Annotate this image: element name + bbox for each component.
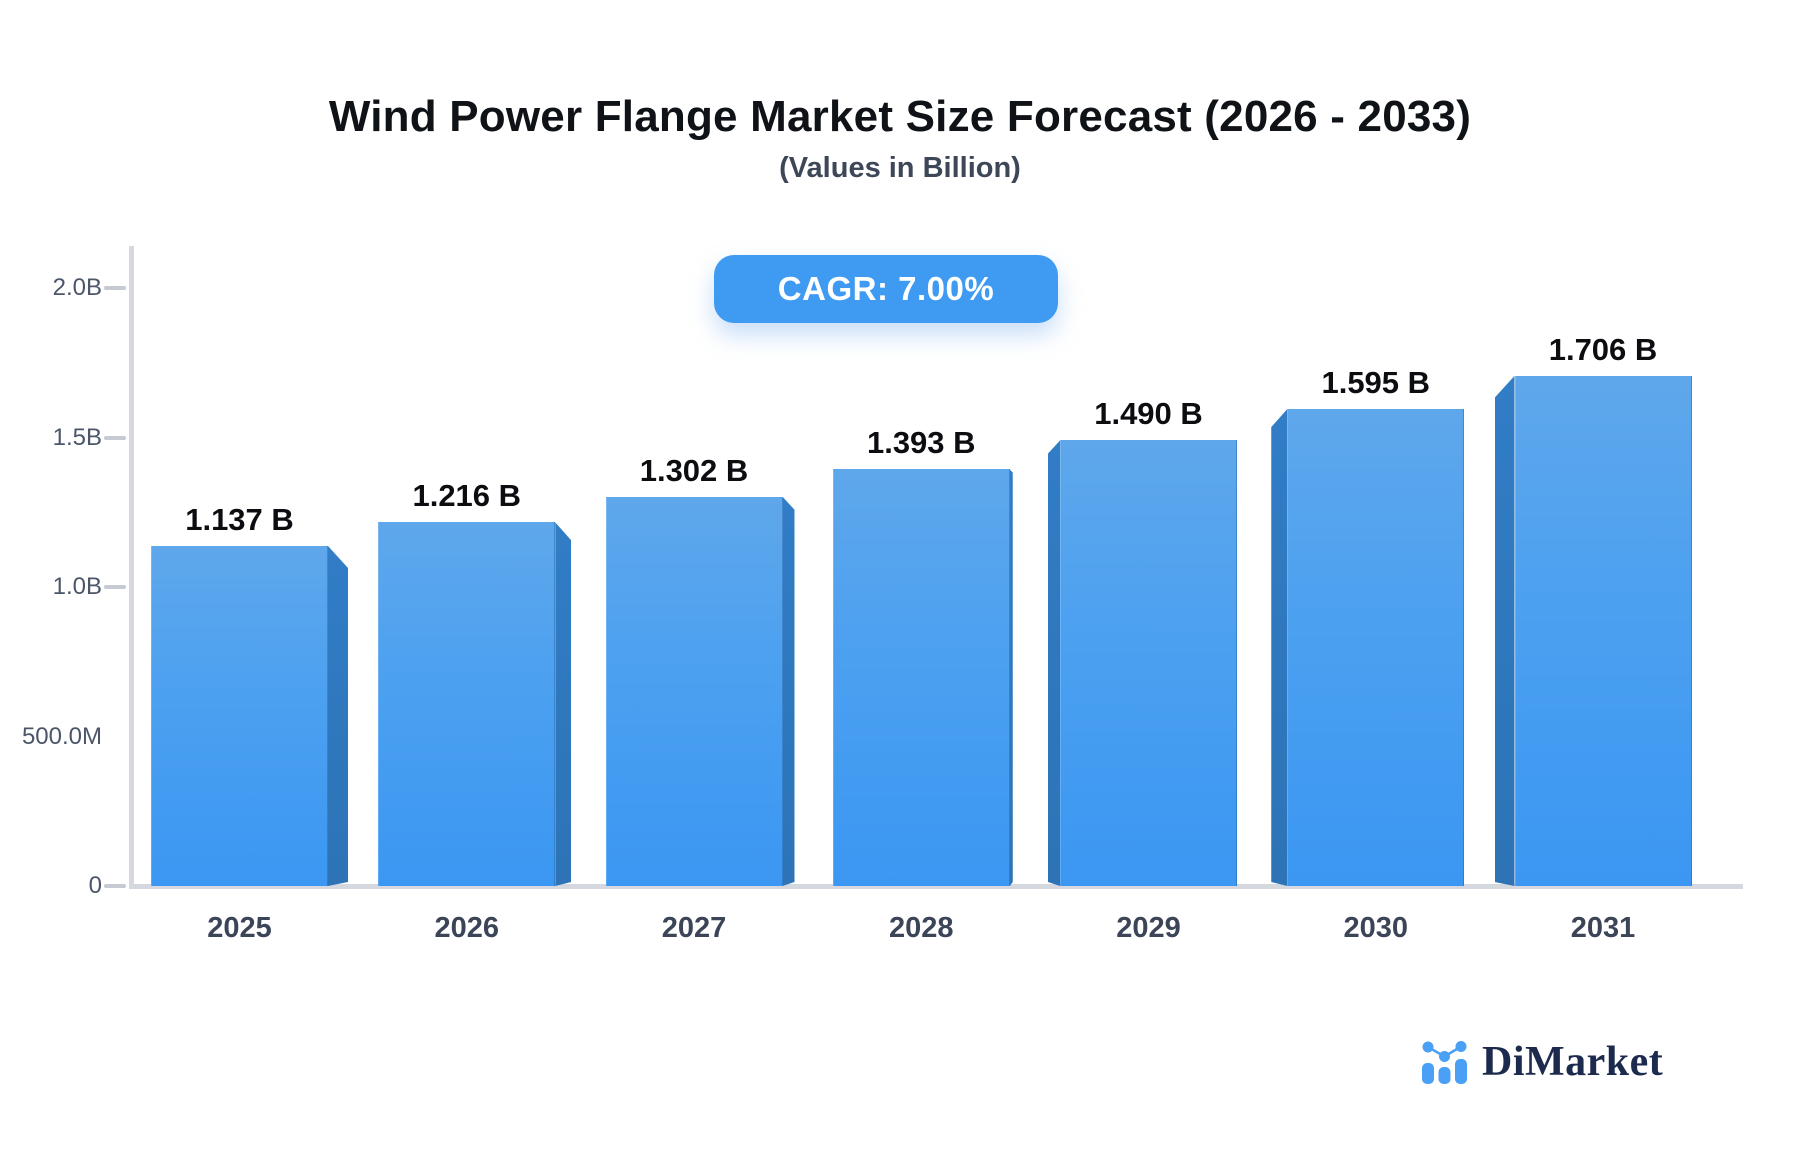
y-tick-dash: [104, 435, 126, 440]
bar-3d-side: [1495, 376, 1515, 886]
x-axis-label: 2029: [1116, 912, 1181, 944]
y-tick-dash: [104, 585, 126, 589]
bar: [151, 546, 328, 886]
bar-value-label: 1.706 B: [1548, 331, 1658, 367]
cagr-badge-label: CAGR: 7.00%: [777, 270, 995, 307]
y-axis-line: [129, 246, 134, 889]
bar-3d-side: [555, 522, 571, 886]
mini-bar-chart-with-dots-icon: [1422, 1041, 1467, 1084]
y-tick-label: 2.0B: [52, 274, 102, 301]
y-tick-label: 500.0M: [21, 722, 102, 750]
x-axis-label: 2031: [1570, 912, 1636, 944]
bar: [832, 469, 1010, 886]
cagr-badge: CAGR: 7.00%: [714, 255, 1058, 323]
x-axis-label: 2027: [661, 912, 727, 944]
bar: [605, 496, 783, 886]
x-axis-label: 2030: [1343, 912, 1409, 944]
bar: [1287, 409, 1465, 886]
logo-text: DiMarket: [1482, 1039, 1664, 1085]
bar-value-label: 1.137 B: [185, 502, 294, 538]
y-tick-label: 0: [88, 872, 102, 899]
bar-value-label: 1.302 B: [639, 452, 749, 488]
bar-value-label: 1.595 B: [1321, 365, 1431, 401]
chart-subtitle: (Values in Billion): [779, 152, 1021, 184]
x-axis-baseline: [129, 884, 1743, 889]
bar: [378, 522, 556, 886]
bar-value-label: 1.490 B: [1094, 396, 1203, 432]
chart-title: Wind Power Flange Market Size Forecast (…: [328, 92, 1472, 141]
dimarket-logo: DiMarket: [1416, 1034, 1663, 1090]
bar-value-label: 1.216 B: [412, 478, 522, 514]
bar: [1060, 440, 1237, 886]
bar-3d-side: [783, 497, 795, 886]
bar-3d-side: [328, 546, 348, 886]
bar: [1514, 375, 1692, 886]
bar-3d-side: [1010, 469, 1013, 886]
bar-3d-side: [1048, 440, 1060, 886]
y-tick-dash: [104, 286, 126, 290]
bar-3d-side: [1271, 409, 1287, 886]
y-tick-dash: [104, 884, 126, 888]
bar-value-label: 1.393 B: [866, 425, 976, 461]
x-axis-label: 2025: [207, 912, 272, 944]
y-tick-label: 1.5B: [52, 423, 102, 451]
x-axis-label: 2028: [888, 912, 954, 944]
x-axis-label: 2026: [434, 912, 500, 944]
y-tick-label: 1.0B: [52, 573, 102, 600]
